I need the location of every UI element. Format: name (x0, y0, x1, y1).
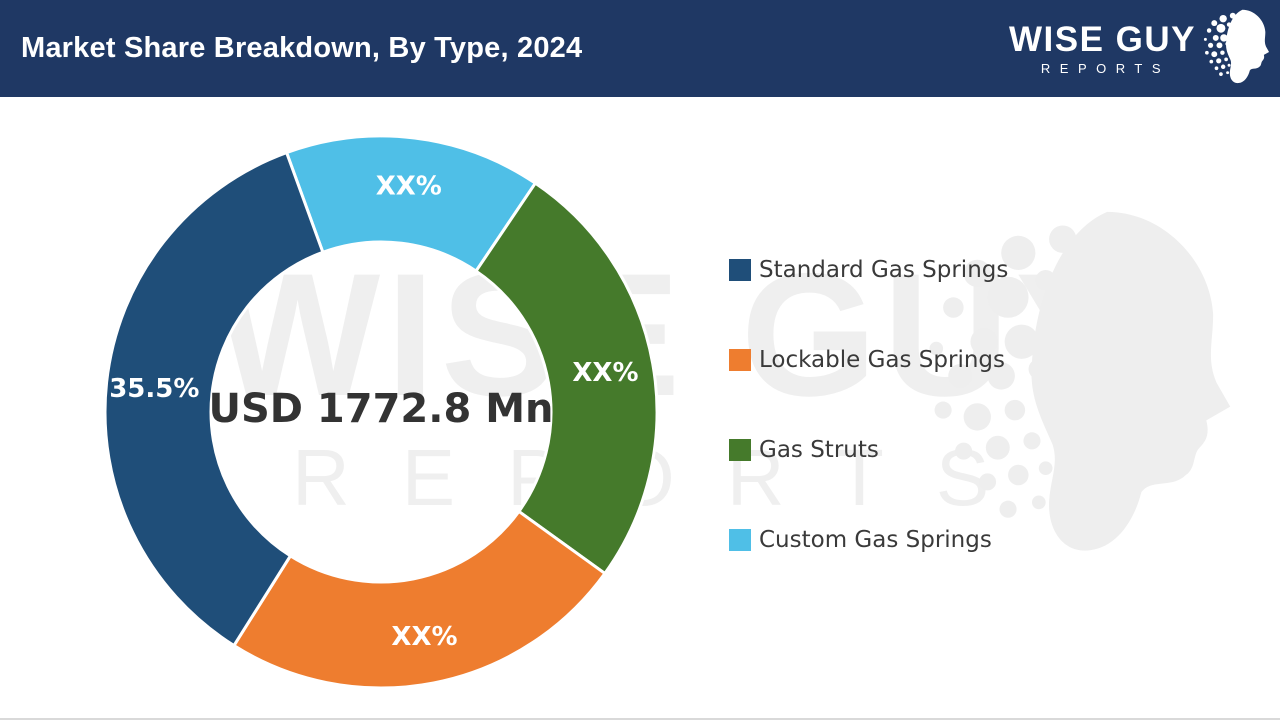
logo-text: WISE GUY REPORTS (1009, 22, 1196, 75)
legend-item: Gas Struts (729, 437, 1008, 463)
donut-segment-gas-struts (474, 181, 659, 575)
donut-center-value: USD 1772.8 Mn (208, 386, 554, 432)
donut-segment-lockable-gas-springs (232, 509, 607, 690)
donut-segment-standard-gas-springs (103, 151, 325, 648)
legend-swatch (729, 529, 751, 551)
segment-percentage-label: XX% (391, 622, 457, 652)
chart-legend: Standard Gas Springs Lockable Gas Spring… (729, 257, 1008, 617)
legend-item: Custom Gas Springs (729, 527, 1008, 553)
legend-label: Lockable Gas Springs (759, 347, 1006, 373)
legend-label: Standard Gas Springs (759, 257, 1009, 283)
legend-swatch (729, 439, 751, 461)
segment-percentage-label: XX% (572, 358, 638, 388)
legend-label: Gas Struts (759, 437, 879, 463)
legend-item: Standard Gas Springs (729, 257, 1008, 283)
segment-percentage-label: 35.5% (109, 374, 199, 404)
logo-wordmark: WISE GUY (1008, 20, 1196, 59)
segment-percentage-label: XX% (376, 172, 442, 202)
legend-label: Custom Gas Springs (759, 527, 992, 553)
legend-swatch (729, 259, 751, 281)
legend-item: Lockable Gas Springs (729, 347, 1008, 373)
header-bar: Market Share Breakdown, By Type, 2024 WI… (0, 0, 1280, 97)
legend-swatch (729, 349, 751, 371)
page-title: Market Share Breakdown, By Type, 2024 (21, 32, 583, 64)
wise-guy-logo: WISE GUY REPORTS (1009, 8, 1272, 90)
logo-subtitle: REPORTS (1040, 61, 1171, 76)
